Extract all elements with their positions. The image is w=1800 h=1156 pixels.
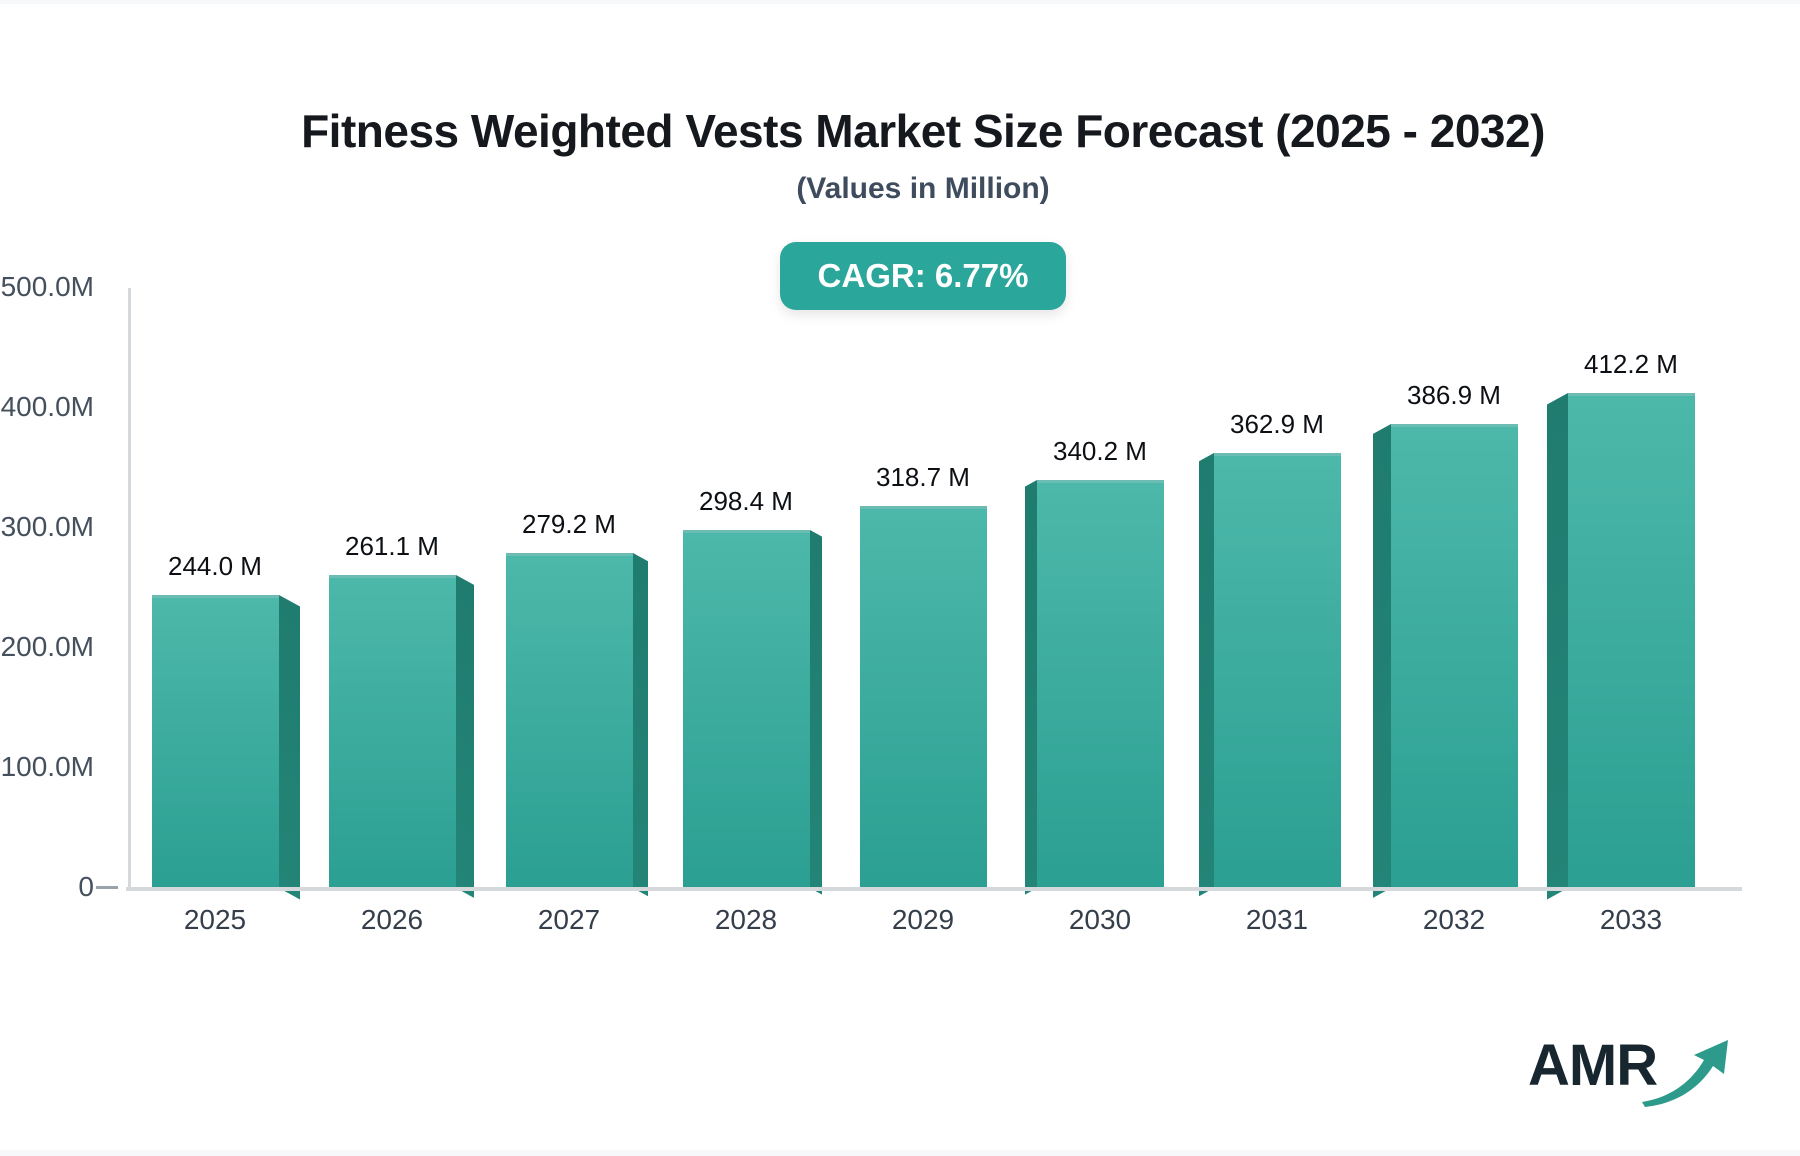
growth-arrow-icon bbox=[1640, 1036, 1736, 1119]
amr-logo[interactable]: AMR bbox=[1528, 1024, 1728, 1114]
bar-2025[interactable] bbox=[151, 595, 279, 890]
x-axis-tick-label: 2029 bbox=[891, 904, 955, 935]
bar-3d-side-2033[interactable] bbox=[1546, 393, 1568, 900]
bar-3d-side-2028[interactable] bbox=[809, 529, 822, 895]
bar-2029[interactable] bbox=[859, 505, 987, 890]
bar-value-label: 244.0 M bbox=[168, 551, 262, 582]
y-axis-tick-label: 300.0M bbox=[0, 511, 94, 542]
amr-logo-text: AMR bbox=[1528, 1033, 1658, 1098]
y-axis-tick-label: 100.0M bbox=[0, 751, 94, 782]
bar-value-label: 362.9 M bbox=[1230, 408, 1324, 439]
x-axis-tick-label: 2025 bbox=[183, 904, 247, 935]
cagr-badge: CAGR: 6.77% bbox=[779, 242, 1067, 310]
page-top-edge bbox=[0, 0, 1800, 4]
bar-2030[interactable] bbox=[1036, 479, 1164, 890]
badge-row: CAGR: 6.77% bbox=[46, 242, 1800, 310]
chart-subtitle: (Values in Million) bbox=[796, 172, 1050, 205]
y-axis-tick-label: 200.0M bbox=[0, 631, 94, 662]
x-axis-line bbox=[126, 887, 1742, 891]
x-axis-tick-label: 2028 bbox=[714, 904, 778, 935]
y-axis-line bbox=[128, 288, 131, 891]
bar-2033[interactable] bbox=[1567, 393, 1695, 890]
x-axis-tick-label: 2027 bbox=[537, 904, 601, 935]
y-axis-tick-label: 0 bbox=[78, 871, 94, 902]
x-axis-tick-label: 2030 bbox=[1068, 904, 1132, 935]
bar-2031[interactable] bbox=[1213, 452, 1341, 890]
bar-value-label: 386.9 M bbox=[1407, 379, 1501, 410]
x-axis-tick-label: 2032 bbox=[1422, 904, 1486, 935]
bar-2027[interactable] bbox=[505, 552, 633, 890]
bar-3d-side-2026[interactable] bbox=[455, 574, 474, 898]
bar-2028[interactable] bbox=[682, 529, 810, 890]
y-axis-tick-label: 400.0M bbox=[0, 391, 94, 422]
y-axis-tick-label: 500.0M bbox=[0, 271, 94, 302]
page-bottom-edge bbox=[0, 1150, 1800, 1156]
bar-3d-side-2025[interactable] bbox=[278, 595, 300, 900]
bar-3d-side-2030[interactable] bbox=[1024, 479, 1037, 895]
bar-2032[interactable] bbox=[1390, 423, 1518, 890]
x-axis-tick-label: 2033 bbox=[1599, 904, 1663, 935]
bar-value-label: 340.2 M bbox=[1053, 435, 1147, 466]
bar-3d-side-2032[interactable] bbox=[1372, 423, 1391, 898]
chart-title: Fitness Weighted Vests Market Size Forec… bbox=[301, 105, 1545, 157]
zero-tick-mark bbox=[96, 886, 118, 889]
chart-header: Fitness Weighted Vests Market Size Forec… bbox=[0, 0, 1800, 310]
bar-value-label: 298.4 M bbox=[699, 485, 793, 516]
x-axis-tick-label: 2031 bbox=[1245, 904, 1309, 935]
bar-3d-side-2027[interactable] bbox=[632, 552, 648, 897]
bar-value-label: 279.2 M bbox=[522, 508, 616, 539]
bar-value-label: 412.2 M bbox=[1584, 349, 1678, 380]
bar-value-label: 261.1 M bbox=[345, 530, 439, 561]
bar-3d-side-2031[interactable] bbox=[1198, 452, 1214, 897]
x-axis-tick-label: 2026 bbox=[360, 904, 424, 935]
bar-value-label: 318.7 M bbox=[876, 461, 970, 492]
bar-2026[interactable] bbox=[328, 574, 456, 890]
